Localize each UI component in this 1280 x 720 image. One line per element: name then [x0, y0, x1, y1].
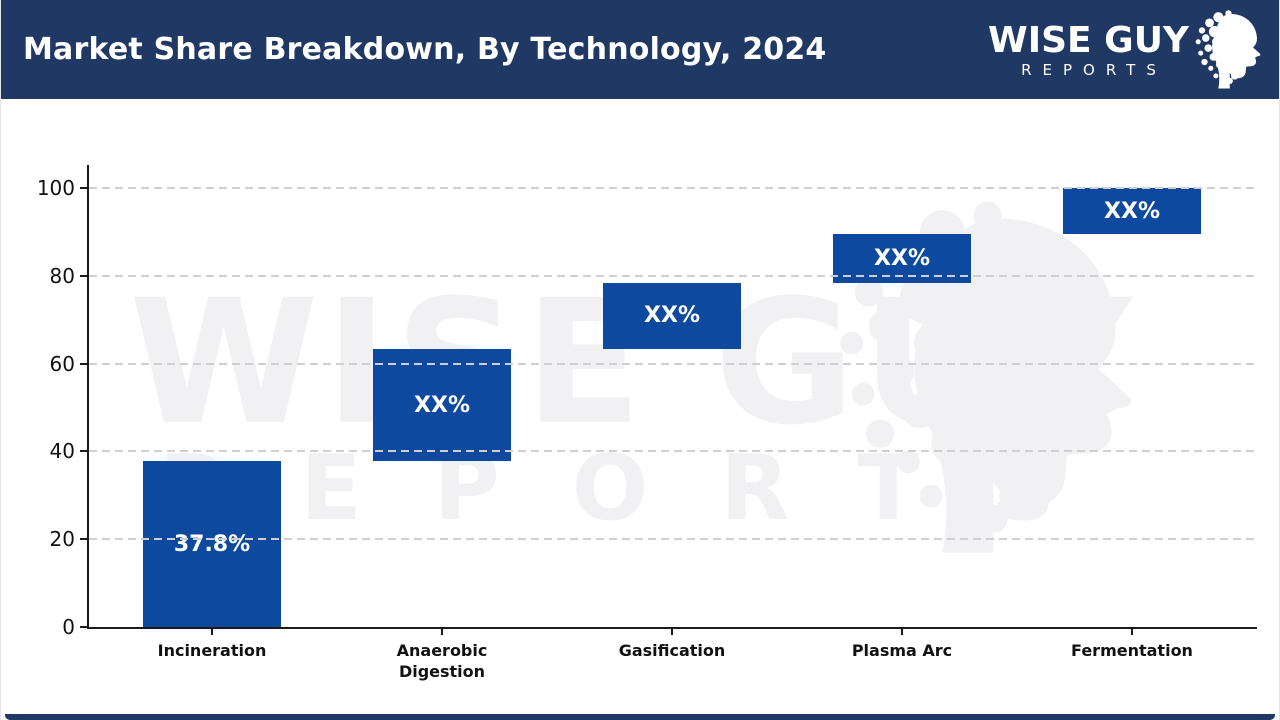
y-axis-tick-label: 80 — [49, 263, 75, 288]
y-axis-tick — [80, 187, 89, 189]
x-axis-category-label: Incineration — [157, 641, 267, 660]
y-axis-tick — [80, 538, 89, 541]
bar-fermentation: XX% — [1063, 188, 1201, 235]
x-axis-tick — [901, 627, 903, 635]
watermark-head-profile-icon — [829, 196, 1169, 568]
y-axis-tick — [80, 450, 89, 453]
y-axis-tick — [80, 362, 89, 365]
gridline-20 — [89, 538, 1257, 541]
page-title: Market Share Breakdown, By Technology, 2… — [23, 32, 827, 67]
y-axis-tick-label: 0 — [62, 615, 75, 639]
bar-value-label: XX% — [1104, 198, 1160, 224]
y-axis-tick-label: 20 — [49, 527, 75, 552]
bar-incineration: 37.8% — [143, 461, 281, 627]
bar-gasification: XX% — [603, 282, 741, 350]
y-axis-line — [87, 165, 89, 629]
x-axis-category-label: Plasma Arc — [851, 641, 953, 660]
y-axis-tick-label: 60 — [49, 351, 75, 376]
bar-anaerobic-digestion: XX% — [373, 349, 511, 462]
footer-strip — [5, 714, 1275, 720]
bar-value-label: XX% — [414, 392, 470, 418]
head-profile-icon — [1193, 9, 1269, 91]
x-axis-category-label: Fermentation — [1071, 641, 1193, 660]
logo-subtitle: REPORTS — [1021, 61, 1167, 79]
gridline-60 — [89, 362, 1257, 365]
y-axis-tick-label: 40 — [49, 439, 75, 464]
x-axis-tick — [211, 627, 213, 635]
bar-value-label: 37.8% — [173, 531, 251, 557]
x-axis-tick — [441, 627, 443, 635]
x-axis-category-label: Anaerobic Digestion — [396, 641, 488, 681]
gridline-40 — [89, 450, 1257, 453]
logo-text: WISE GUY REPORTS — [987, 20, 1189, 80]
x-axis-tick — [671, 627, 673, 635]
y-axis-tick-label: 100 — [36, 176, 75, 200]
bar-plasma-arc: XX% — [833, 234, 971, 283]
x-axis-line — [87, 627, 1257, 629]
bar-value-label: XX% — [874, 245, 930, 271]
y-axis-tick — [80, 626, 89, 628]
x-axis-tick — [1131, 627, 1133, 635]
logo-wordmark: WISE GUY — [987, 20, 1189, 61]
gridline-80 — [89, 274, 1257, 277]
gridline-100 — [89, 187, 1257, 189]
header-bar: Market Share Breakdown, By Technology, 2… — [1, 0, 1279, 99]
x-axis-category-label: Gasification — [618, 641, 726, 660]
bar-value-label: XX% — [644, 303, 700, 329]
wise-guy-logo: WISE GUY REPORTS — [988, 7, 1269, 93]
y-axis-tick — [80, 274, 89, 277]
